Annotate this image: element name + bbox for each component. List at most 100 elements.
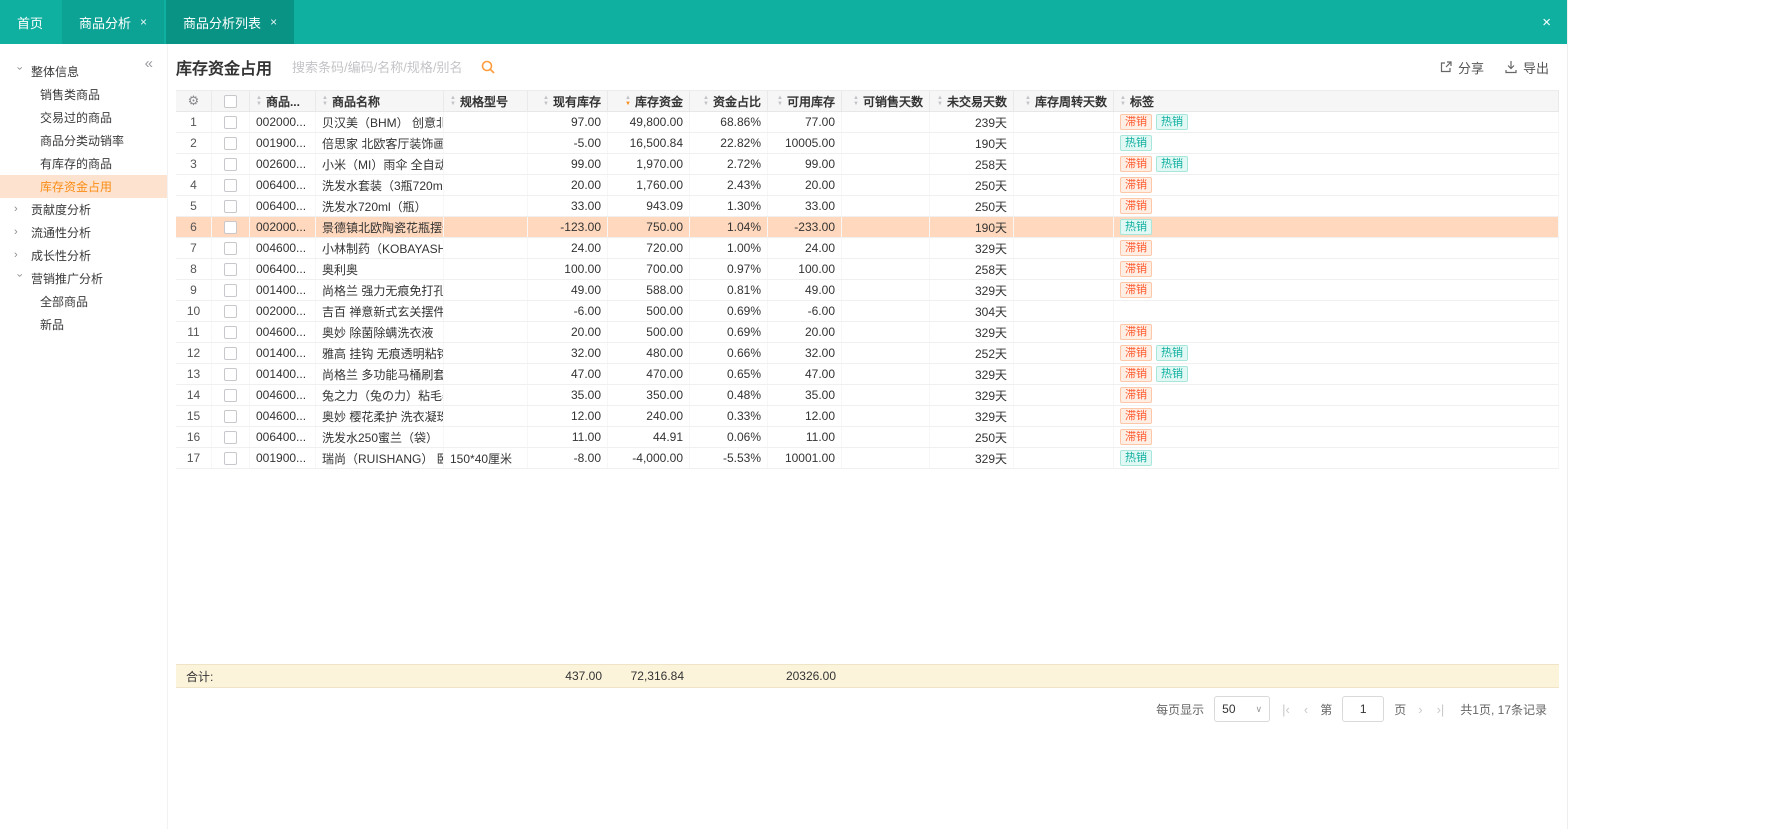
tab-1[interactable]: 商品分析 × bbox=[62, 0, 165, 44]
table-row[interactable]: 7004600...小林制药（KOBAYASHI）日24.00720.001.0… bbox=[176, 238, 1559, 259]
table-row[interactable]: 16 006400... 洗发水250蜜兰（袋） 11.00 44.91 0.06% 11.… bbox=[176, 427, 1559, 448]
sidebar-item[interactable]: › 流通性分析 bbox=[0, 221, 167, 244]
sort-icon[interactable]: ▲ ▼ bbox=[625, 95, 631, 107]
row-checkbox[interactable] bbox=[224, 346, 237, 360]
row-checkbox[interactable] bbox=[224, 283, 237, 297]
sort-icon[interactable]: ▲ ▼ bbox=[450, 95, 456, 107]
table-row[interactable]: 5 006400... 洗发水720ml（瓶） 33.00 943.09 1.30% 33.… bbox=[176, 196, 1559, 217]
column-header-name[interactable]: ▲ ▼ 商品名称 bbox=[316, 91, 444, 111]
row-checkbox[interactable] bbox=[224, 430, 237, 444]
sidebar-collapse-icon[interactable]: « bbox=[144, 55, 153, 72]
row-checkbox[interactable] bbox=[224, 199, 237, 213]
row-checkbox[interactable] bbox=[224, 241, 237, 255]
fund-ratio: 1.30% bbox=[690, 196, 768, 216]
sort-icon[interactable]: ▲ ▼ bbox=[703, 95, 709, 107]
row-checkbox[interactable] bbox=[224, 325, 237, 339]
row-index: 5 bbox=[176, 196, 212, 216]
sidebar-item[interactable]: 库存资金占用 bbox=[0, 175, 167, 198]
column-header-tags[interactable]: ▲ ▼ 标签 bbox=[1114, 91, 1559, 111]
fund-ratio: 68.86% bbox=[690, 112, 768, 132]
table-row[interactable]: 1 002000...贝汉美（BHM） 创意北欧轻 97.0049,800.0068… bbox=[176, 112, 1559, 133]
last-page-button[interactable]: ›| bbox=[1436, 701, 1445, 717]
export-button[interactable]: 导出 bbox=[1504, 58, 1549, 77]
tags-cell: 滞销 热销 bbox=[1114, 343, 1559, 363]
product-name: 吉百 禅意新式玄关摆件客厅 bbox=[316, 301, 444, 321]
row-checkbox[interactable] bbox=[224, 451, 237, 465]
table-row[interactable]: 2 001900...倍思家 北欧客厅装饰画卧室 -5.0016,500.8422.… bbox=[176, 133, 1559, 154]
column-header-fund[interactable]: ▲ ▼ 库存资金 bbox=[608, 91, 690, 111]
sidebar-item[interactable]: › 贡献度分析 bbox=[0, 198, 167, 221]
available-stock: -6.00 bbox=[768, 301, 842, 321]
column-header-stock[interactable]: ▲ ▼ 现有库存 bbox=[528, 91, 608, 111]
table-row[interactable]: 4006400...洗发水套装（3瓶720ml+1瓶20.001,760.002… bbox=[176, 175, 1559, 196]
select-all-checkbox[interactable] bbox=[224, 94, 237, 108]
close-icon[interactable]: × bbox=[1542, 13, 1551, 31]
row-checkbox[interactable] bbox=[224, 262, 237, 276]
row-checkbox[interactable] bbox=[224, 367, 237, 381]
page-size-select[interactable]: 50 ∨ bbox=[1214, 696, 1271, 722]
row-checkbox[interactable] bbox=[224, 157, 237, 171]
prev-page-button[interactable]: ‹ bbox=[1303, 701, 1309, 717]
sidebar-item[interactable]: 商品分类动销率 bbox=[0, 129, 167, 152]
fund-ratio: 0.69% bbox=[690, 301, 768, 321]
sidebar-item[interactable]: 交易过的商品 bbox=[0, 106, 167, 129]
table-row[interactable]: 17 001900...瑞尚（RUISHANG） 卧室浅150*40厘米-8.00… bbox=[176, 448, 1559, 469]
sort-icon[interactable]: ▲ ▼ bbox=[543, 95, 549, 107]
stock-on-hand: 24.00 bbox=[528, 238, 608, 258]
tab-2[interactable]: 商品分析列表 × bbox=[166, 0, 295, 44]
search-input[interactable] bbox=[292, 59, 471, 75]
sort-icon[interactable]: ▲ ▼ bbox=[1120, 95, 1126, 107]
table-row[interactable]: 14004600...兔之力（兔の力）粘毛器粘35.00350.000.48%3… bbox=[176, 385, 1559, 406]
turnover-days bbox=[1014, 112, 1114, 132]
sidebar-item[interactable]: › 成长性分析 bbox=[0, 244, 167, 267]
column-header-code[interactable]: ▲ ▼ 商品... bbox=[250, 91, 316, 111]
export-icon bbox=[1505, 61, 1517, 74]
sort-icon[interactable]: ▲ ▼ bbox=[322, 95, 328, 107]
row-checkbox[interactable] bbox=[224, 136, 237, 150]
summary-available: 20326.00 bbox=[785, 669, 836, 683]
next-page-button[interactable]: › bbox=[1418, 701, 1423, 717]
table-row[interactable]: 6 002000...景德镇北欧陶瓷花瓶摆件 优 -123.00750.001.04… bbox=[176, 217, 1559, 238]
table-row[interactable]: 11 004600... 奥妙 除菌除螨洗衣液 20.00 500.00 0.69% 20.… bbox=[176, 322, 1559, 343]
tab-close-icon[interactable]: × bbox=[140, 15, 148, 29]
table-row[interactable]: 8 006400... 奥利奥 100.00 700.00 0.97% 100.00 258天… bbox=[176, 259, 1559, 280]
row-checkbox[interactable] bbox=[224, 409, 237, 423]
column-header-turn[interactable]: ▲ ▼ 库存周转天数 bbox=[1014, 91, 1114, 111]
sidebar-item[interactable]: 新品 bbox=[0, 313, 167, 336]
sidebar-item[interactable]: › 整体信息 bbox=[0, 60, 167, 83]
row-checkbox[interactable] bbox=[224, 388, 237, 402]
row-checkbox[interactable] bbox=[224, 115, 237, 129]
sidebar-item[interactable]: › 营销推广分析 bbox=[0, 267, 167, 290]
tab-close-icon[interactable]: × bbox=[270, 15, 278, 29]
page-number-input[interactable] bbox=[1342, 696, 1385, 722]
row-checkbox[interactable] bbox=[224, 304, 237, 318]
tab-0[interactable]: 首页 bbox=[0, 0, 60, 44]
column-header-notrade[interactable]: ▲ ▼ 未交易天数 bbox=[930, 91, 1014, 111]
row-checkbox[interactable] bbox=[224, 178, 237, 192]
column-header-spec[interactable]: ▲ ▼ 规格型号 bbox=[444, 91, 528, 111]
column-header-ratio[interactable]: ▲ ▼ 资金占比 bbox=[690, 91, 768, 111]
row-checkbox[interactable] bbox=[224, 220, 237, 234]
share-button[interactable]: 分享 bbox=[1439, 58, 1484, 77]
sort-icon[interactable]: ▲ ▼ bbox=[256, 95, 262, 107]
column-header-sell[interactable]: ▲ ▼ 可销售天数 bbox=[842, 91, 930, 111]
sidebar-item[interactable]: 全部商品 bbox=[0, 290, 167, 313]
sort-icon[interactable]: ▲ ▼ bbox=[777, 95, 783, 107]
column-settings-button[interactable]: ⚙ bbox=[176, 91, 212, 111]
column-header-avail[interactable]: ▲ ▼ 可用库存 bbox=[768, 91, 842, 111]
sort-icon[interactable]: ▲ ▼ bbox=[853, 95, 859, 107]
sort-icon[interactable]: ▲ ▼ bbox=[1025, 95, 1031, 107]
sort-icon[interactable]: ▲ ▼ bbox=[937, 95, 943, 107]
tags-cell: 滞销 bbox=[1114, 406, 1559, 426]
search-icon[interactable] bbox=[480, 59, 496, 75]
sidebar-item[interactable]: 有库存的商品 bbox=[0, 152, 167, 175]
no-trade-days: 190天 bbox=[930, 133, 1014, 153]
sidebar-item[interactable]: 销售类商品 bbox=[0, 83, 167, 106]
first-page-button[interactable]: |‹ bbox=[1282, 701, 1290, 717]
